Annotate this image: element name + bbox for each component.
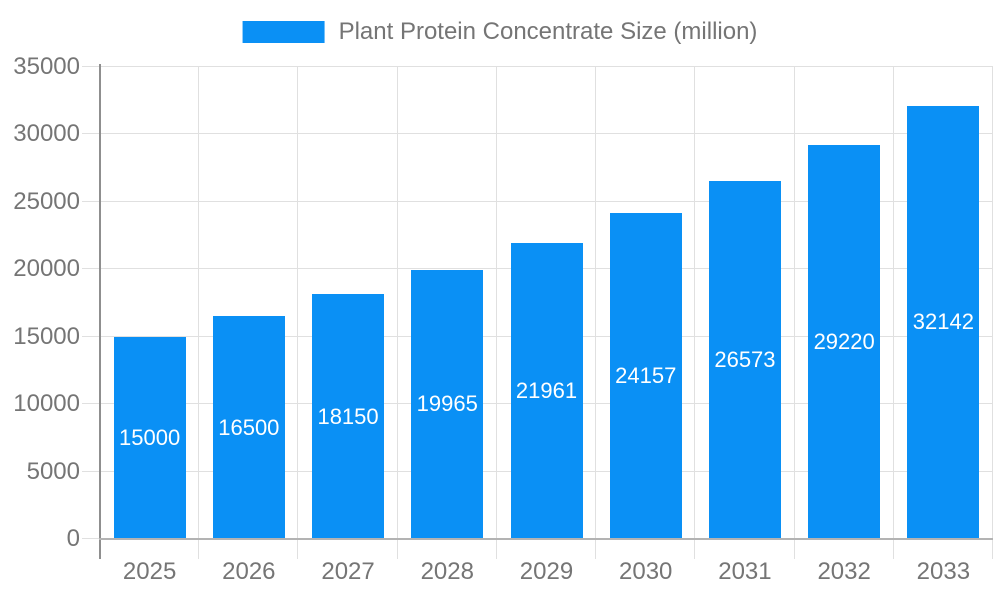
bar[interactable] <box>411 269 484 539</box>
x-gridline <box>495 67 497 559</box>
x-gridline <box>892 67 894 559</box>
y-axis-tick-label: 10000 <box>13 390 80 418</box>
bar-value-label: 15000 <box>119 424 181 450</box>
y-axis-tick-label: 30000 <box>13 120 80 148</box>
x-gridline <box>992 67 993 559</box>
y-axis-tick-label: 15000 <box>13 322 80 350</box>
bar-value-label: 24157 <box>615 363 677 389</box>
x-gridline <box>297 67 299 559</box>
bar[interactable] <box>907 105 980 539</box>
x-gridline <box>198 67 200 559</box>
legend-swatch <box>242 21 325 43</box>
x-gridline <box>595 67 597 559</box>
bar[interactable] <box>312 294 385 539</box>
bar[interactable] <box>212 316 285 539</box>
bar-value-label: 18150 <box>317 403 379 429</box>
x-axis-tick-label: 2031 <box>718 558 772 585</box>
bar[interactable] <box>113 336 186 539</box>
y-axis-tick-label: 0 <box>66 525 80 552</box>
bar[interactable] <box>609 213 682 539</box>
x-axis-tick-label: 2025 <box>122 558 177 585</box>
y-gridline <box>82 133 993 135</box>
y-axis-tick-label: 20000 <box>13 255 80 283</box>
y-axis-tick-label: 5000 <box>26 457 80 485</box>
y-axis-tick-label: 35000 <box>13 53 80 80</box>
bar-value-label: 21961 <box>515 377 578 403</box>
y-gridline <box>82 66 993 67</box>
bar[interactable] <box>510 242 583 539</box>
bar-value-label: 26573 <box>714 346 776 372</box>
x-axis-tick-label: 2026 <box>222 558 276 585</box>
x-axis-tick-label: 2030 <box>619 558 673 585</box>
legend[interactable]: Plant Protein Concentrate Size (million) <box>242 18 758 46</box>
x-axis-tick-label: 2033 <box>916 558 971 585</box>
y-axis-tick-label: 25000 <box>13 187 80 215</box>
y-gridline <box>82 200 993 202</box>
bar-value-label: 19965 <box>416 391 478 417</box>
x-axis-line <box>99 538 993 540</box>
x-axis-tick-label: 2032 <box>817 558 871 585</box>
x-axis-tick-label: 2027 <box>321 558 375 585</box>
bar-value-label: 32142 <box>912 309 974 335</box>
y-axis-line <box>99 64 101 559</box>
x-axis-tick-label: 2028 <box>420 558 474 585</box>
x-gridline <box>396 67 398 559</box>
bar[interactable] <box>708 180 781 539</box>
bar-value-label: 16500 <box>218 414 280 440</box>
x-gridline <box>694 67 696 559</box>
x-gridline <box>793 67 795 559</box>
x-axis-tick-label: 2029 <box>519 558 574 585</box>
bar[interactable] <box>808 144 881 539</box>
legend-label: Plant Protein Concentrate Size (million) <box>338 18 758 45</box>
bar-value-label: 29220 <box>813 328 875 354</box>
